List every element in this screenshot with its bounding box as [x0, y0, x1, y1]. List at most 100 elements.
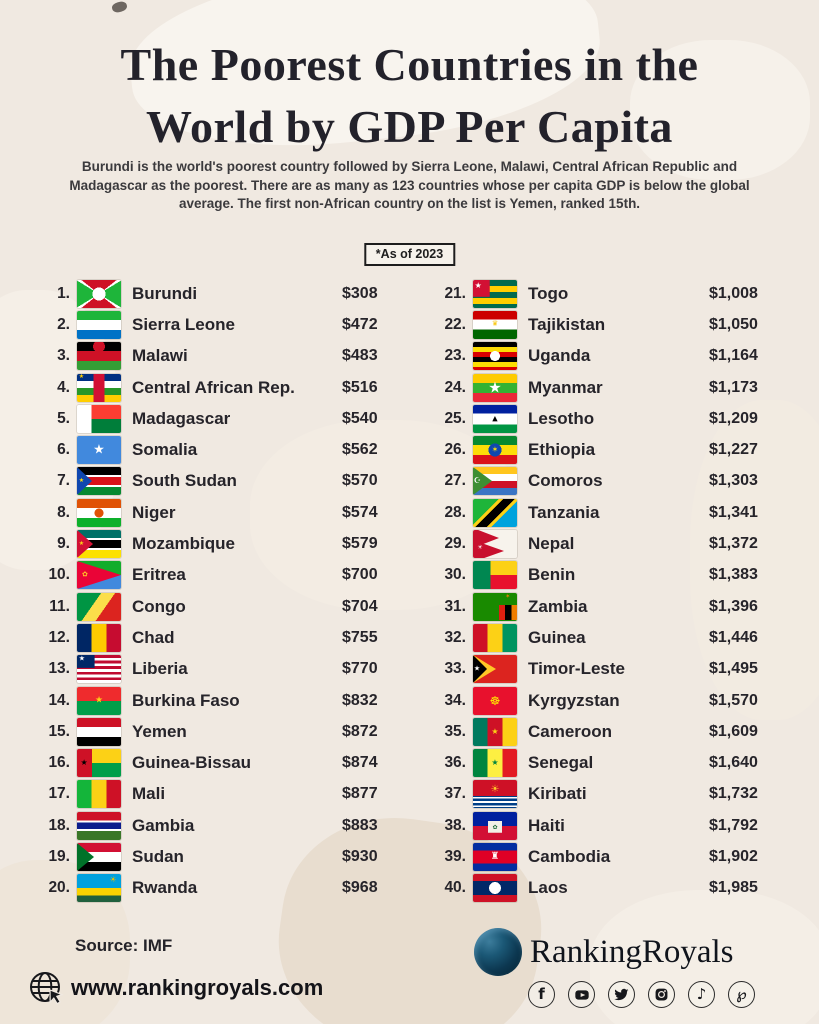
gdp-value: $1,396 — [709, 597, 758, 615]
website-link: www.rankingroyals.com — [26, 968, 323, 1008]
country-row: 12. Chad $755 — [40, 622, 400, 653]
country-name: South Sudan — [132, 471, 237, 491]
flag-emblem: ☪ — [473, 476, 481, 486]
gdp-value: $1,209 — [709, 409, 758, 427]
rank-number: 24. — [444, 378, 466, 396]
country-row: 28. Tanzania $1,341 — [432, 497, 802, 528]
gdp-value: $1,173 — [709, 378, 758, 396]
country-flag-icon: ★ — [473, 749, 517, 778]
gdp-value: $1,372 — [709, 535, 758, 553]
rank-number: 27. — [444, 472, 466, 490]
gdp-value: $1,570 — [709, 691, 758, 709]
rank-number: 2. — [57, 315, 70, 333]
gdp-value: $1,008 — [709, 284, 758, 302]
country-name: Myanmar — [528, 377, 603, 397]
flag-emblem: ♛ — [491, 319, 499, 328]
gdp-value: $579 — [342, 535, 378, 553]
country-name: Kyrgyzstan — [528, 690, 620, 710]
rank-number: 29. — [444, 535, 466, 553]
flag-emblem: ☀ — [109, 875, 117, 885]
map-shape — [690, 400, 819, 720]
gdp-value: $562 — [342, 441, 378, 459]
rank-number: 15. — [48, 722, 70, 740]
country-row: 30. Benin $1,383 — [432, 560, 802, 591]
country-row: 29. ☀ Nepal $1,372 — [432, 528, 802, 559]
gdp-value: $872 — [342, 722, 378, 740]
brand-logo: RankingRoyals — [474, 928, 734, 976]
country-name: Lesotho — [528, 408, 595, 428]
gdp-value: $1,164 — [709, 347, 758, 365]
flag-emblem: ✿ — [81, 570, 88, 579]
country-flag-icon — [77, 310, 121, 339]
rank-number: 34. — [444, 691, 466, 709]
rank-number: 18. — [48, 816, 70, 834]
ranking-column-left: 1. Burundi $308 2. Sierra Leone $472 3. … — [40, 278, 400, 904]
country-flag-icon: ★ — [473, 373, 517, 402]
country-row: 18. Gambia $883 — [40, 810, 400, 841]
country-row: 31. ✶ Zambia $1,396 — [432, 591, 802, 622]
country-flag-icon: ★ — [77, 530, 121, 559]
country-name: Haiti — [528, 815, 565, 835]
country-flag-icon: ★ — [473, 279, 517, 308]
country-flag-icon — [77, 717, 121, 746]
country-flag-icon: ☀ — [77, 874, 121, 903]
flag-emblem: ★ — [473, 664, 481, 673]
country-flag-icon — [77, 780, 121, 809]
country-name: Burkina Faso — [132, 690, 240, 710]
country-name: Cambodia — [528, 846, 611, 866]
tiktok-icon: ♪ — [688, 981, 715, 1008]
country-flag-icon: ♜ — [473, 842, 517, 871]
country-name: Madagascar — [132, 408, 231, 428]
country-name: Tanzania — [528, 502, 600, 522]
title-line-2: World by GDP Per Capita — [146, 101, 673, 152]
as-of-badge: *As of 2023 — [363, 243, 456, 266]
country-row: 9. ★ Mozambique $579 — [40, 528, 400, 559]
rank-number: 19. — [48, 847, 70, 865]
country-flag-icon: ★ — [77, 686, 121, 715]
rank-number: 33. — [444, 660, 466, 678]
flag-emblem: ★ — [94, 695, 104, 705]
country-row: 17. Mali $877 — [40, 779, 400, 810]
flag-triangle — [77, 530, 93, 559]
rank-number: 10. — [48, 566, 70, 584]
gdp-value: $1,732 — [709, 785, 758, 803]
rank-number: 7. — [57, 472, 70, 490]
rank-number: 11. — [49, 597, 70, 615]
ranking-column-right: 21. ★ Togo $1,008 22. ♛ Tajikistan $1,05… — [432, 278, 802, 904]
rank-number: 6. — [57, 441, 70, 459]
country-flag-icon — [77, 279, 121, 308]
flag-emblem: ☸ — [489, 693, 501, 708]
country-row: 8. Niger $574 — [40, 497, 400, 528]
country-name: Sierra Leone — [132, 314, 235, 334]
country-row: 36. ★ Senegal $1,640 — [432, 747, 802, 778]
rank-number: 16. — [48, 754, 70, 772]
gdp-value: $930 — [342, 847, 378, 865]
gdp-value: $516 — [342, 378, 378, 396]
country-flag-icon: ✿ — [473, 811, 517, 840]
flag-emblem: ★ — [78, 373, 85, 380]
country-flag-icon: ✿ — [77, 561, 121, 590]
flag-triangle — [77, 467, 92, 496]
country-flag-icon — [77, 342, 121, 371]
flag-emblem: ★ — [80, 758, 88, 768]
gdp-value: $874 — [342, 754, 378, 772]
rank-number: 32. — [444, 628, 466, 646]
country-name: Somalia — [132, 440, 198, 460]
country-name: Nepal — [528, 534, 575, 554]
rank-number: 1. — [57, 284, 70, 302]
flag-emblem: ☀ — [477, 544, 483, 552]
country-name: Gambia — [132, 815, 195, 835]
country-flag-icon — [77, 842, 121, 871]
flag-emblem: ★ — [78, 477, 85, 485]
country-flag-icon: ★ — [473, 655, 517, 684]
country-name: Ethiopia — [528, 440, 596, 460]
rank-number: 25. — [444, 409, 466, 427]
country-flag-icon — [473, 561, 517, 590]
country-flag-icon: ★ — [77, 749, 121, 778]
country-name: Zambia — [528, 596, 588, 616]
country-row: 23. Uganda $1,164 — [432, 341, 802, 372]
country-name: Rwanda — [132, 878, 198, 898]
flag-emblem: ♜ — [490, 850, 500, 862]
flag-triangle — [473, 467, 492, 496]
country-row: 24. ★ Myanmar $1,173 — [432, 372, 802, 403]
